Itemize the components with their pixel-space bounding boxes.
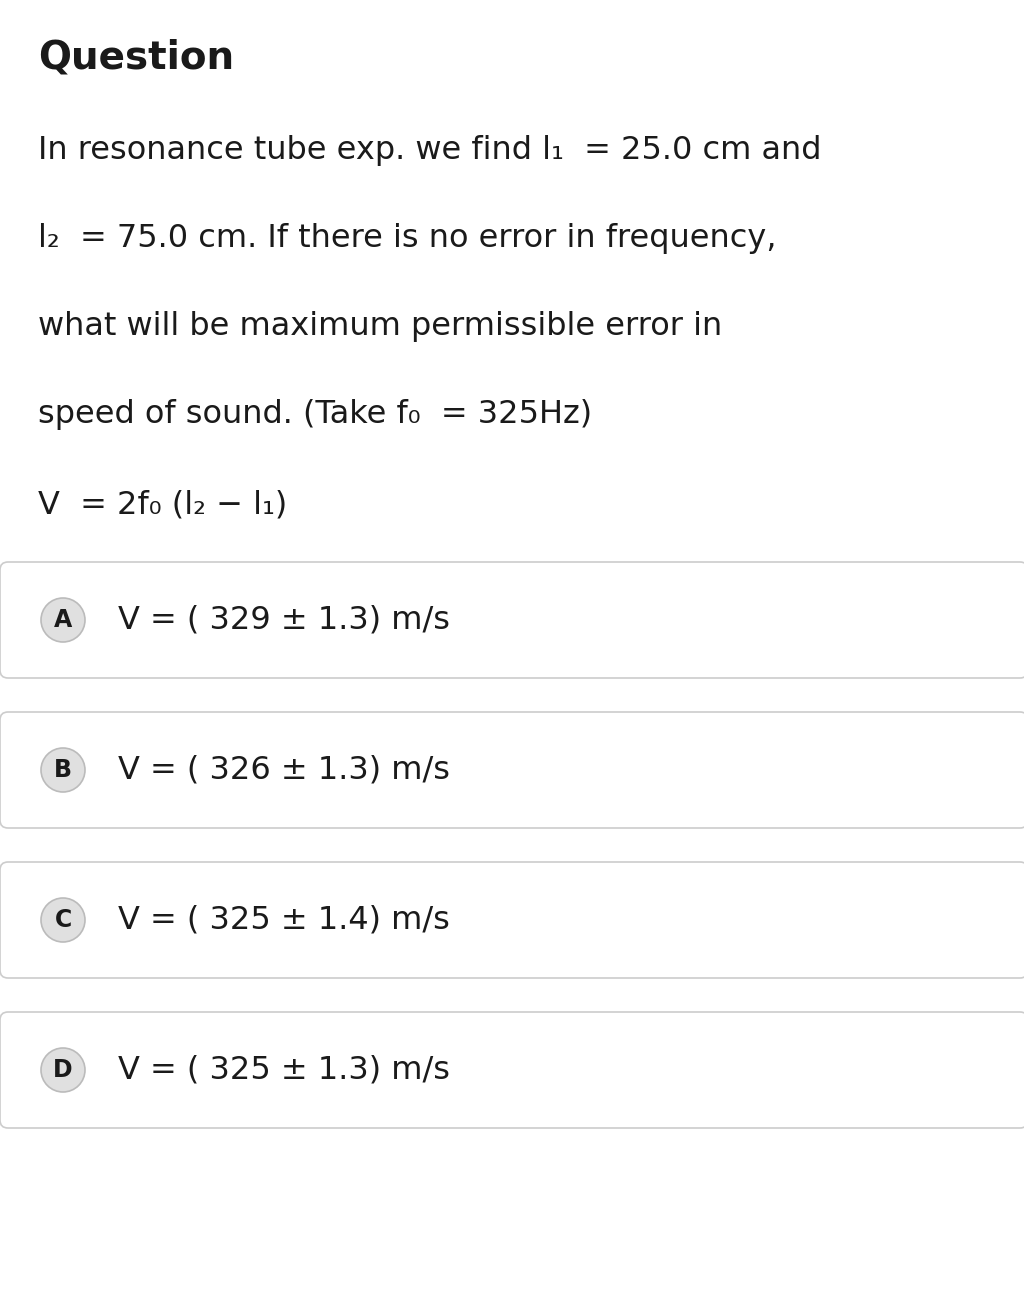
Text: C: C — [54, 908, 72, 932]
Circle shape — [41, 748, 85, 791]
Circle shape — [41, 1047, 85, 1092]
Text: V = ( 325 ± 1.3) m/s: V = ( 325 ± 1.3) m/s — [118, 1054, 450, 1085]
Text: Question: Question — [38, 38, 234, 76]
Text: B: B — [54, 757, 72, 782]
Text: V = ( 326 ± 1.3) m/s: V = ( 326 ± 1.3) m/s — [118, 755, 450, 785]
Text: what will be maximum permissible error in: what will be maximum permissible error i… — [38, 311, 722, 342]
Circle shape — [41, 899, 85, 942]
Text: speed of sound. (Take f₀  = 325Hz): speed of sound. (Take f₀ = 325Hz) — [38, 400, 592, 430]
Text: A: A — [54, 609, 72, 632]
FancyBboxPatch shape — [0, 712, 1024, 828]
Text: V = ( 325 ± 1.4) m/s: V = ( 325 ± 1.4) m/s — [118, 905, 450, 935]
FancyBboxPatch shape — [0, 1012, 1024, 1128]
Text: l₂  = 75.0 cm. If there is no error in frequency,: l₂ = 75.0 cm. If there is no error in fr… — [38, 223, 776, 253]
Text: D: D — [53, 1058, 73, 1081]
Text: In resonance tube exp. we find l₁  = 25.0 cm and: In resonance tube exp. we find l₁ = 25.0… — [38, 135, 821, 166]
FancyBboxPatch shape — [0, 862, 1024, 978]
Text: V = ( 329 ± 1.3) m/s: V = ( 329 ± 1.3) m/s — [118, 605, 450, 636]
Text: V  = 2f₀ (l₂ − l₁): V = 2f₀ (l₂ − l₁) — [38, 490, 288, 521]
FancyBboxPatch shape — [0, 562, 1024, 678]
Circle shape — [41, 598, 85, 643]
